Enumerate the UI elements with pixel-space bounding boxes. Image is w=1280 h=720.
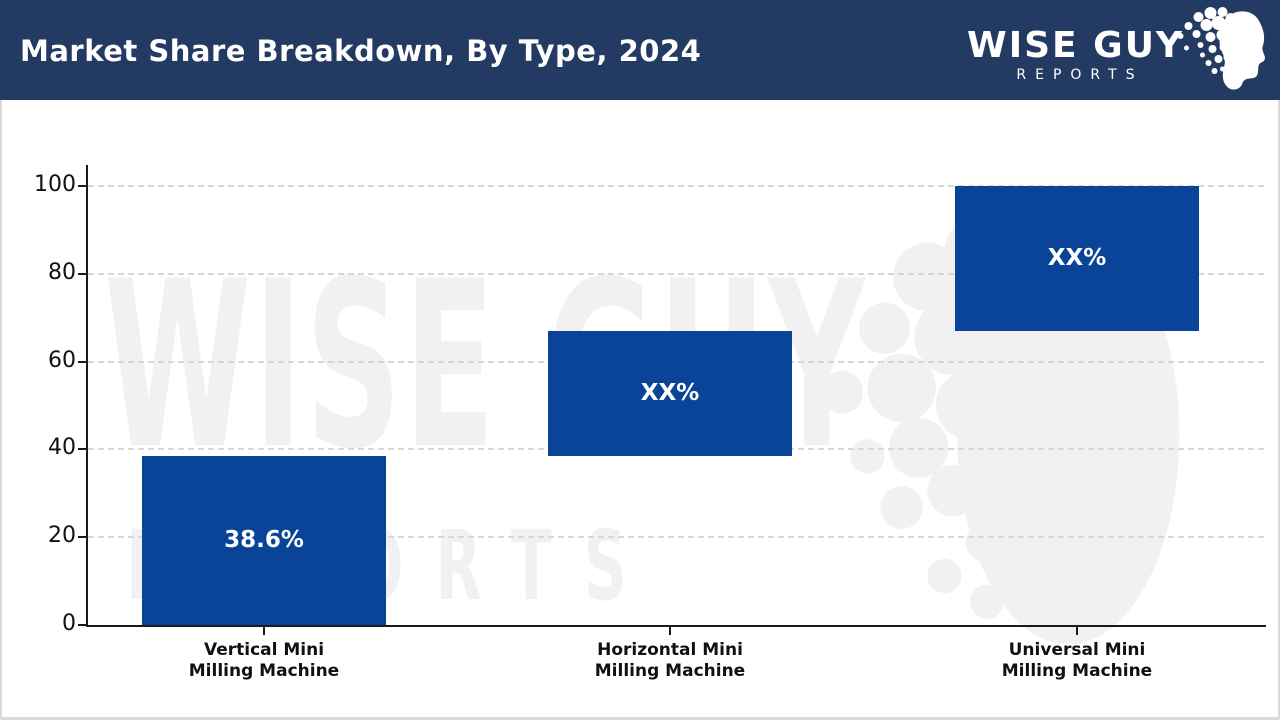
x-category-label-line: Milling Machine: [594, 661, 746, 681]
x-tick-mark: [669, 627, 671, 635]
bar-value-label: XX%: [640, 380, 700, 407]
x-category-label-line: Milling Machine: [1001, 661, 1153, 681]
header-bar: Market Share Breakdown, By Type, 2024 WI…: [0, 0, 1280, 100]
gridline-y-100: [88, 185, 1264, 187]
page-border-left: [0, 100, 2, 720]
x-category-label: Horizontal Mini Milling Machine: [510, 640, 830, 682]
y-tick-mark: [78, 624, 87, 626]
x-axis-line: [86, 625, 1266, 627]
page-title: Market Share Breakdown, By Type, 2024: [20, 34, 702, 68]
y-tick-mark: [78, 536, 87, 539]
x-category-label: Vertical Mini Milling Machine: [104, 640, 424, 682]
waterfall-bar-0: 38.6%: [142, 455, 386, 625]
x-category-label-line: Milling Machine: [188, 661, 340, 681]
x-tick-mark: [263, 627, 265, 635]
x-tick-mark: [1076, 627, 1078, 635]
page-border-bottom: [0, 717, 1280, 720]
x-category-label-line: Horizontal Mini: [597, 640, 743, 660]
gridline-y-20: [88, 536, 1264, 539]
bar-value-label: 38.6%: [224, 527, 304, 554]
y-tick-label: 100: [34, 172, 76, 197]
page-border-right: [1278, 100, 1280, 720]
bar-value-label: XX%: [1047, 245, 1107, 272]
logo-head-icon: [1177, 7, 1265, 90]
x-category-label-line: Universal Mini: [1008, 640, 1146, 660]
y-tick-label: 20: [48, 523, 76, 549]
y-tick-mark: [78, 185, 87, 187]
chart-plot-area: 0 20 40 60 80 100 38.6% Vertical Mini Milling Ma…: [0, 100, 1280, 720]
y-tick-label: 80: [48, 259, 76, 285]
logo-subtext: REPORTS: [1016, 66, 1144, 83]
brand-logo: WISE GUY REPORTS: [967, 6, 1270, 96]
logo-wordmark-text: WISE GUY: [966, 25, 1184, 67]
y-tick-mark: [78, 448, 87, 451]
y-axis-line: [86, 165, 88, 627]
logo-wordmark: WISE GUY REPORTS: [967, 27, 1184, 83]
y-tick-label: 60: [48, 347, 76, 373]
waterfall-bar-1: XX%: [548, 330, 792, 456]
y-tick-mark: [78, 360, 87, 363]
y-tick-mark: [78, 272, 87, 275]
gridline-y-80: [88, 272, 1264, 275]
y-tick-label: 40: [48, 435, 76, 461]
y-tick-label: 0: [62, 611, 76, 636]
x-category-label: Universal Mini Milling Machine: [917, 640, 1237, 682]
waterfall-bar-2: XX%: [955, 186, 1199, 331]
x-category-label-line: Vertical Mini: [203, 640, 325, 660]
